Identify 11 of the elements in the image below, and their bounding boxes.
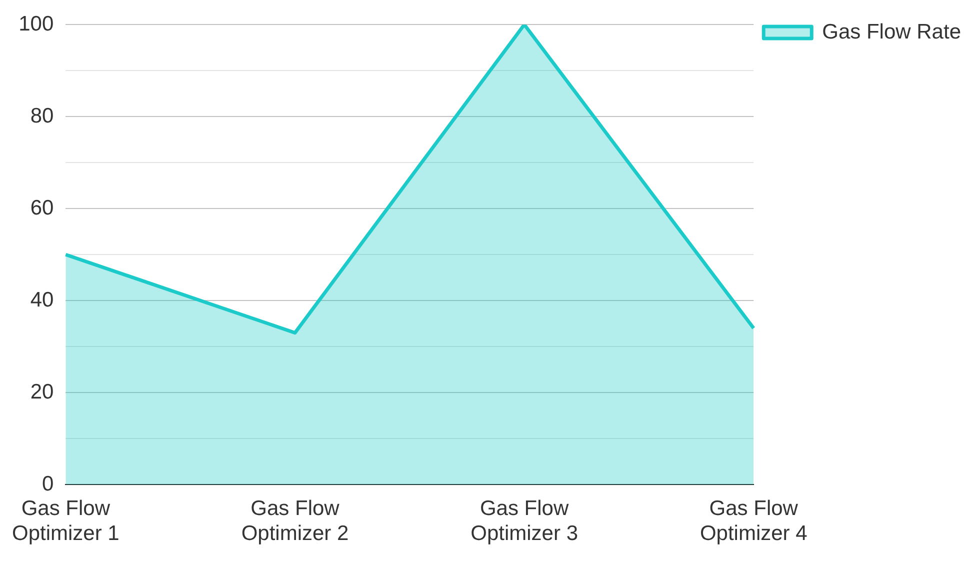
y-tick-label: 100	[18, 12, 54, 36]
x-tick-label: Gas Flow Optimizer 3	[470, 496, 578, 546]
y-tick-label: 80	[30, 104, 54, 128]
x-tick-label: Gas Flow Optimizer 2	[241, 496, 349, 546]
x-tick-label: Gas Flow Optimizer 4	[700, 496, 808, 546]
y-tick-label: 20	[30, 380, 54, 404]
y-tick-label: 60	[30, 196, 54, 220]
legend-label: Gas Flow Rate	[822, 20, 962, 44]
x-tick-label: Gas Flow Optimizer 1	[12, 496, 120, 546]
y-tick-label: 0	[42, 472, 54, 496]
y-tick-label: 40	[30, 288, 54, 312]
